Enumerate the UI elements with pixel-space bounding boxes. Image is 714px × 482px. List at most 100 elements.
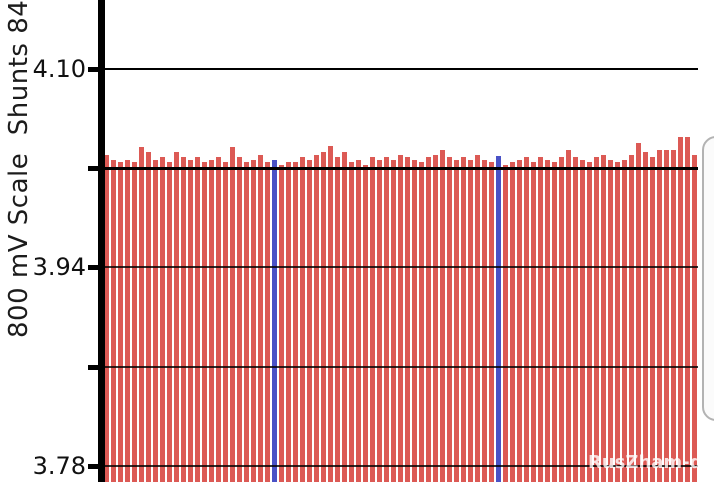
cell-bar [104, 155, 109, 482]
highlighted-cell-bar [272, 160, 277, 482]
cell-bar [370, 157, 375, 482]
cell-bar [216, 157, 221, 482]
cell-bar [139, 147, 144, 482]
cell-bar [475, 155, 480, 482]
cell-bar [279, 165, 284, 482]
cell-bar [167, 162, 172, 482]
cell-bar [230, 147, 235, 482]
cell-bar [482, 160, 487, 482]
cell-bar [538, 157, 543, 482]
cell-bar [174, 152, 179, 482]
cell-bar [447, 157, 452, 482]
y-tick-mark [88, 265, 98, 270]
highlighted-cell-bar [496, 156, 501, 482]
cell-bar [650, 157, 655, 482]
cell-bar [685, 137, 690, 482]
y-tick-mark [88, 365, 98, 370]
y-tick-label-3.94: 3.94 [32, 253, 86, 281]
scrollbar-thumb[interactable] [702, 136, 714, 421]
cell-bar [636, 143, 641, 482]
cell-bar [629, 155, 634, 482]
gridline [105, 167, 698, 170]
cell-bar [146, 152, 151, 482]
cell-bar [251, 160, 256, 482]
cell-bar [286, 162, 291, 482]
cell-bar [587, 162, 592, 482]
cell-bar [594, 157, 599, 482]
cell-bar [188, 160, 193, 482]
cell-bar [377, 160, 382, 482]
cell-bar [545, 160, 550, 482]
cell-bar [314, 155, 319, 482]
cell-bar [664, 150, 669, 482]
cell-bar [132, 162, 137, 482]
cell-bar [412, 160, 417, 482]
cell-bar [454, 160, 459, 482]
cell-bar [307, 160, 312, 482]
cell-bar [125, 160, 130, 482]
cell-bar [328, 146, 333, 482]
gridline [105, 366, 698, 368]
cell-bar [356, 160, 361, 482]
gridline [105, 266, 698, 268]
cell-bar [363, 165, 368, 482]
cell-bar [202, 162, 207, 482]
cell-bar [237, 157, 242, 482]
cell-bar [678, 137, 683, 482]
cell-bar [118, 162, 123, 482]
cell-bar [608, 160, 613, 482]
cell-bar [601, 155, 606, 482]
cell-bar [419, 162, 424, 482]
cell-bar [559, 157, 564, 482]
cell-bar [391, 160, 396, 482]
cell-bar [195, 157, 200, 482]
cell-bar [468, 160, 473, 482]
cell-bar [566, 150, 571, 482]
cell-bar [160, 157, 165, 482]
cell-bar [405, 157, 410, 482]
y-tick-label-3.78: 3.78 [32, 452, 86, 480]
cell-bar [573, 157, 578, 482]
cell-bar [258, 155, 263, 482]
y-axis-line [98, 0, 105, 482]
cell-bar [349, 162, 354, 482]
cell-bar [398, 155, 403, 482]
cell-bar [461, 157, 466, 482]
cell-bar [384, 157, 389, 482]
cell-bar [153, 160, 158, 482]
cell-bar [657, 150, 662, 482]
cell-bar [335, 157, 340, 482]
cell-bar [265, 162, 270, 482]
y-tick-mark [88, 464, 98, 469]
y-tick-label-4.10: 4.10 [32, 55, 86, 83]
cell-bar [489, 162, 494, 482]
cell-bar [552, 162, 557, 482]
gridline [105, 465, 698, 467]
cell-bar [244, 162, 249, 482]
cell-bar [531, 162, 536, 482]
gridline [105, 68, 698, 70]
cell-bar [321, 152, 326, 482]
y-axis-scale-label: 800 mV Scale Shunts 8421 [4, 0, 34, 338]
cell-bar [433, 155, 438, 482]
y-tick-mark [88, 166, 98, 171]
cell-bar [209, 160, 214, 482]
cell-bar [580, 160, 585, 482]
cell-bar [524, 157, 529, 482]
cell-bar [622, 160, 627, 482]
cell-bar [342, 152, 347, 482]
cell-bar [300, 157, 305, 482]
cell-bar [503, 165, 508, 482]
cell-bar [517, 160, 522, 482]
cell-bar [440, 150, 445, 482]
cell-bar [643, 152, 648, 482]
cell-bar [111, 160, 116, 482]
cell-bar [426, 157, 431, 482]
watermark: RusZham-drive.r [588, 452, 714, 473]
y-tick-mark [88, 67, 98, 72]
cell-bar [615, 162, 620, 482]
cell-bar [293, 162, 298, 482]
cell-bar [671, 150, 676, 482]
cell-bar [510, 162, 515, 482]
